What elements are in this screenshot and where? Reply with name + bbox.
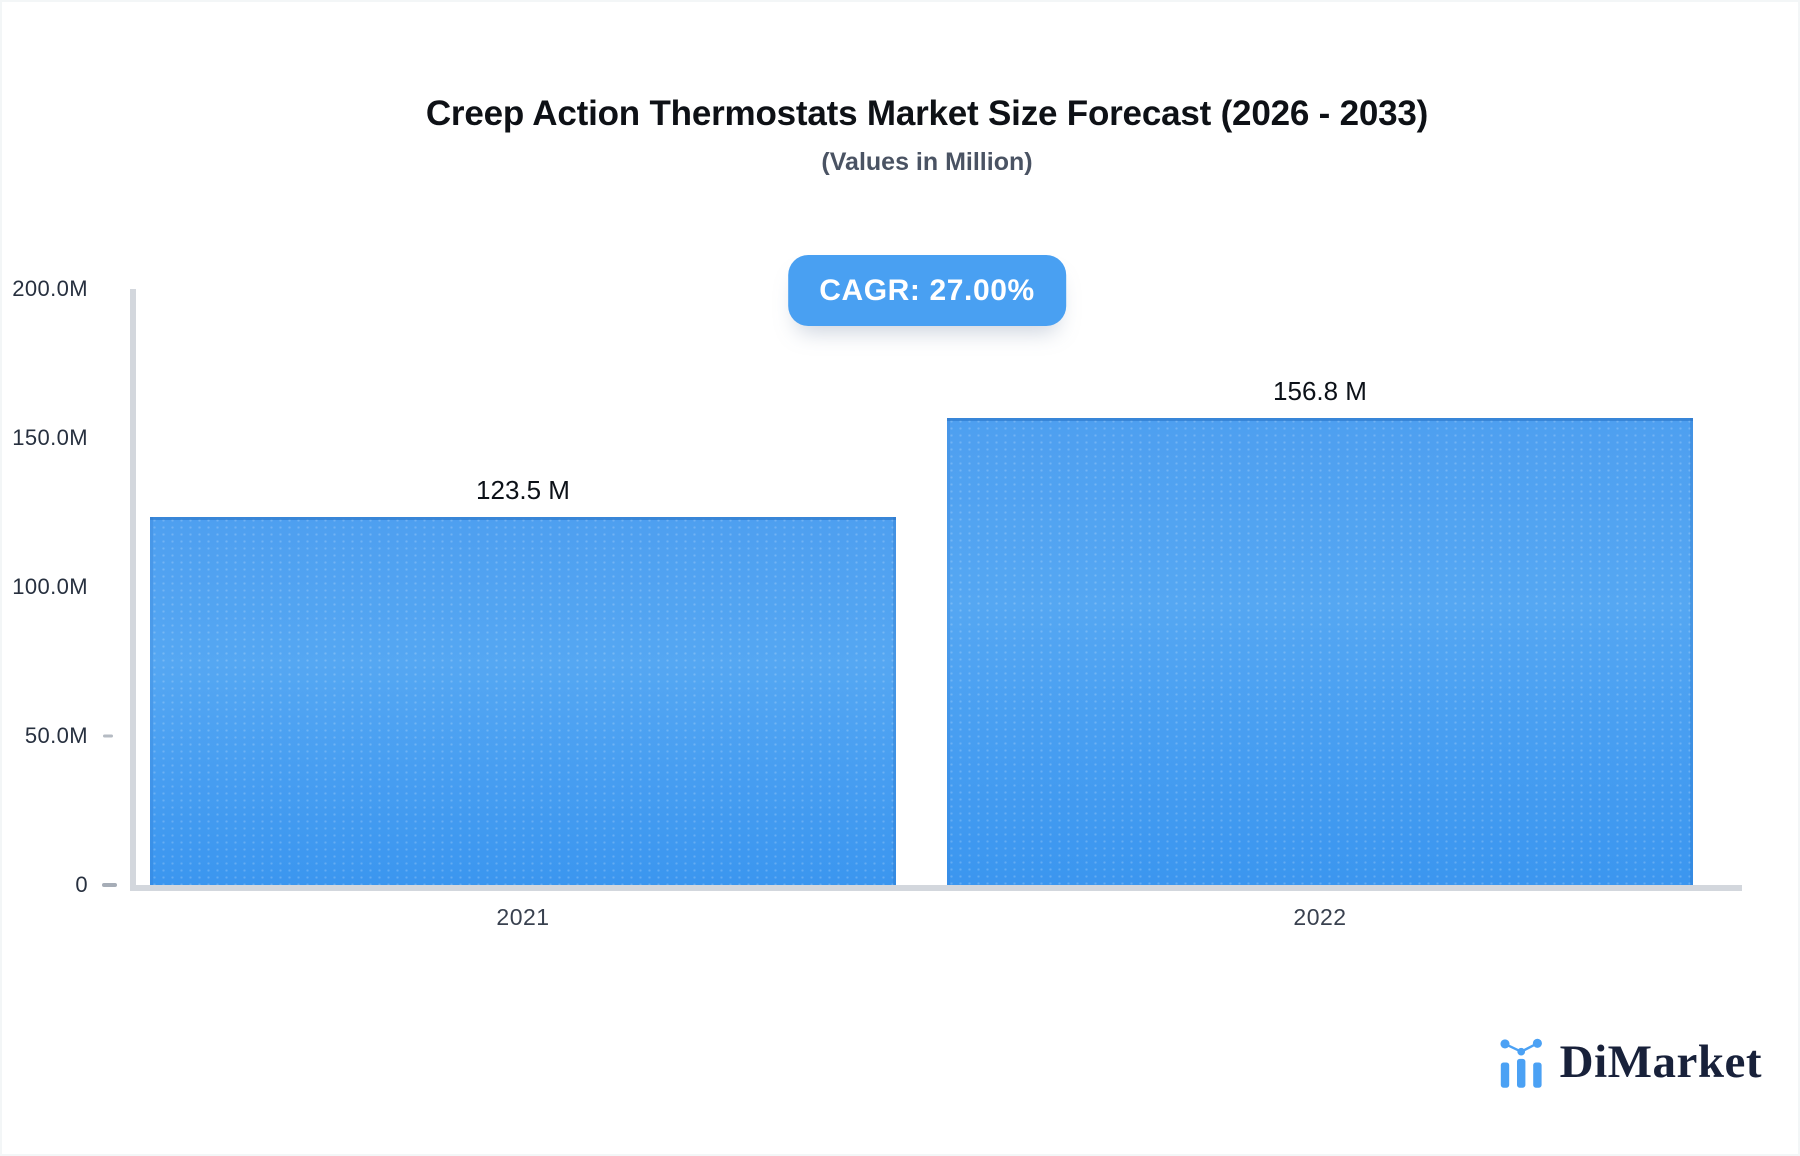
x-axis-line xyxy=(130,885,1742,891)
y-tick-label: 50.0M xyxy=(25,723,113,749)
y-tick-label: 0 xyxy=(75,872,117,898)
y-tick-label: 150.0M xyxy=(12,425,88,450)
x-axis-category-label: 2021 xyxy=(496,904,550,930)
x-axis-category-label: 2022 xyxy=(1293,904,1347,930)
bar-value-label: 123.5 M xyxy=(476,474,570,505)
y-axis-labels: 200.0M 150.0M 100.0M 50.0M 0 xyxy=(0,276,118,897)
bar-value-label: 156.8 M xyxy=(1273,375,1367,406)
dimarket-logo: DiMarket xyxy=(1499,1036,1762,1089)
bar-2021[interactable]: 123.5 M xyxy=(150,475,896,885)
bar-group-2021: 123.5 M 2021 xyxy=(150,289,896,930)
plot-area: 123.5 M 2021 156.8 M 2022 xyxy=(136,289,1742,930)
bar-line-chart-icon xyxy=(1500,1038,1542,1088)
bar-group-2022: 156.8 M 2022 xyxy=(947,289,1693,930)
y-tick-label: 200.0M xyxy=(12,276,88,301)
chart-title: Creep Action Thermostats Market Size For… xyxy=(425,94,1429,133)
y-axis-line xyxy=(130,289,136,891)
y-tick-mark xyxy=(103,734,113,738)
cagr-badge: CAGR: 27.00% xyxy=(788,255,1066,326)
y-tick-label: 100.0M xyxy=(12,574,88,599)
bar-2022[interactable]: 156.8 M xyxy=(947,376,1693,885)
chart-subtitle: (Values in Million) xyxy=(821,148,1033,176)
brand-name: DiMarket xyxy=(1559,1036,1762,1088)
y-tick-mark xyxy=(102,883,117,887)
